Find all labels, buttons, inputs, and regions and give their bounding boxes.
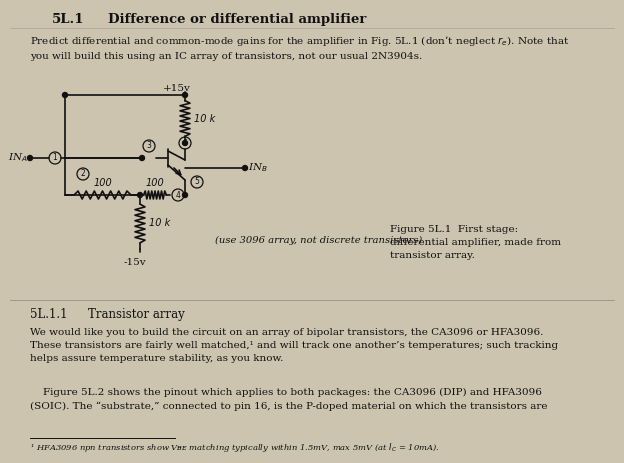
- Text: 5: 5: [195, 177, 200, 187]
- Circle shape: [62, 93, 67, 98]
- Text: Transistor array: Transistor array: [88, 308, 185, 321]
- Text: Figure 5L.1  First stage:
differential amplifier, made from
transistor array.: Figure 5L.1 First stage: differential am…: [390, 225, 561, 260]
- Text: +15v: +15v: [163, 84, 191, 93]
- Text: 10 k: 10 k: [149, 219, 170, 229]
- Text: Predict differential and common-mode gains for the amplifier in Fig. 5L.1 (don’t: Predict differential and common-mode gai…: [30, 34, 569, 61]
- Text: (use 3096 array, not discrete transistors): (use 3096 array, not discrete transistor…: [215, 236, 422, 244]
- Circle shape: [137, 193, 142, 198]
- Text: 5L.1: 5L.1: [52, 13, 84, 26]
- Text: ¹ HFA3096 npn transistors show Vᴃᴇ matching typically within 1.5mV, max 5mV (at : ¹ HFA3096 npn transistors show Vᴃᴇ match…: [30, 441, 439, 454]
- Text: Figure 5L.2 shows the pinout which applies to both packages: the CA3096 (DIP) an: Figure 5L.2 shows the pinout which appli…: [30, 388, 547, 411]
- Circle shape: [27, 156, 32, 161]
- Circle shape: [140, 156, 145, 161]
- Text: 4: 4: [175, 190, 180, 200]
- Text: 10 k: 10 k: [194, 113, 215, 124]
- Text: 100: 100: [145, 178, 164, 188]
- Circle shape: [182, 140, 187, 145]
- Text: 100: 100: [93, 178, 112, 188]
- Text: IN$_A$: IN$_A$: [8, 151, 28, 164]
- Circle shape: [243, 165, 248, 170]
- Text: IN$_B$: IN$_B$: [248, 162, 268, 175]
- Text: 5L.1.1: 5L.1.1: [30, 308, 67, 321]
- Text: 6: 6: [183, 138, 187, 148]
- Text: 2: 2: [80, 169, 85, 179]
- Text: Difference or differential amplifier: Difference or differential amplifier: [108, 13, 366, 26]
- Circle shape: [182, 93, 187, 98]
- Text: 1: 1: [52, 154, 57, 163]
- Text: 3: 3: [147, 142, 152, 150]
- Text: We would like you to build the circuit on an array of bipolar transistors, the C: We would like you to build the circuit o…: [30, 328, 558, 363]
- Circle shape: [182, 193, 187, 198]
- Text: -15v: -15v: [124, 258, 146, 267]
